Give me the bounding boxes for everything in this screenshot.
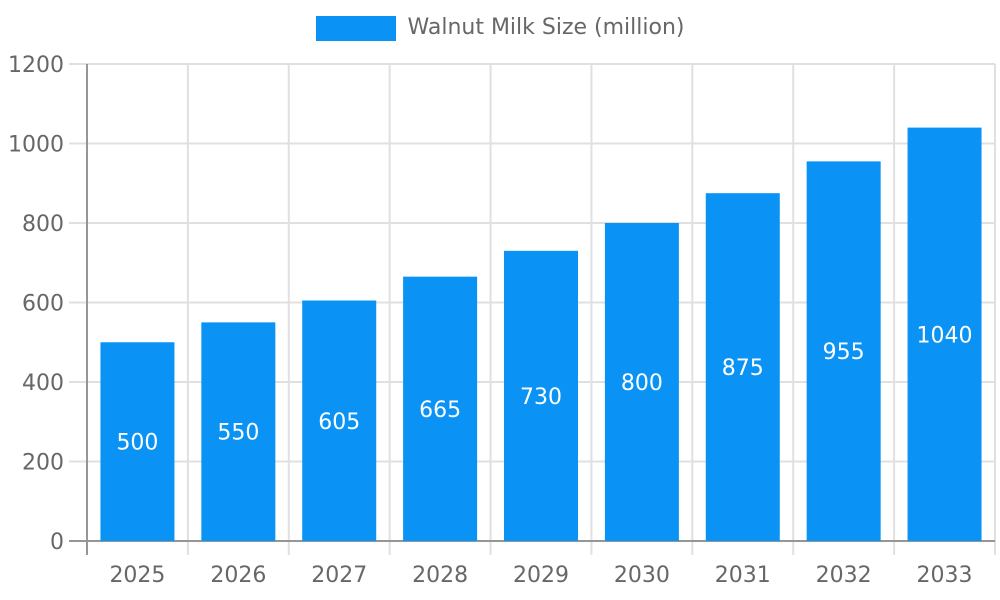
y-axis-tick-label: 0 bbox=[50, 530, 64, 555]
y-axis-tick-label: 200 bbox=[22, 451, 64, 476]
x-axis-tick-label: 2028 bbox=[412, 563, 468, 588]
legend-swatch bbox=[315, 15, 396, 41]
bar-value-label: 730 bbox=[520, 385, 562, 410]
x-axis-tick-label: 2025 bbox=[109, 563, 165, 588]
bar-2026 bbox=[201, 322, 276, 541]
bar-2030 bbox=[604, 223, 679, 541]
bar-2032 bbox=[806, 161, 881, 541]
y-axis-tick-label: 1000 bbox=[8, 133, 64, 158]
bar-value-label: 605 bbox=[318, 410, 360, 435]
bar-2028 bbox=[403, 276, 478, 541]
x-axis-tick-label: 2033 bbox=[917, 563, 973, 588]
x-axis-tick-label: 2032 bbox=[816, 563, 872, 588]
legend: Walnut Milk Size (million) bbox=[0, 15, 1000, 41]
bar-value-label: 800 bbox=[621, 371, 663, 396]
bar-value-label: 1040 bbox=[917, 323, 973, 348]
y-axis-tick-label: 800 bbox=[22, 212, 64, 237]
x-axis-tick-label: 2027 bbox=[311, 563, 367, 588]
bar-value-label: 955 bbox=[823, 340, 865, 365]
legend-label: Walnut Milk Size (million) bbox=[407, 15, 685, 40]
x-axis-tick-label: 2030 bbox=[614, 563, 670, 588]
x-axis-tick-label: 2031 bbox=[715, 563, 771, 588]
x-axis-tick-label: 2029 bbox=[513, 563, 569, 588]
y-axis-tick-label: 400 bbox=[22, 371, 64, 396]
bar-2027 bbox=[302, 300, 377, 541]
bar-value-label: 550 bbox=[217, 421, 259, 446]
bar-value-label: 665 bbox=[419, 398, 461, 423]
bar-2031 bbox=[705, 193, 780, 541]
bar-2029 bbox=[504, 250, 578, 541]
bar-2025 bbox=[100, 342, 175, 541]
x-axis-tick-label: 2026 bbox=[210, 563, 266, 588]
y-axis-tick-label: 1200 bbox=[8, 53, 64, 78]
y-axis-tick-label: 600 bbox=[22, 292, 64, 317]
bar-value-label: 875 bbox=[722, 356, 764, 381]
bar-value-label: 500 bbox=[116, 431, 158, 456]
bar-2033 bbox=[907, 127, 982, 541]
